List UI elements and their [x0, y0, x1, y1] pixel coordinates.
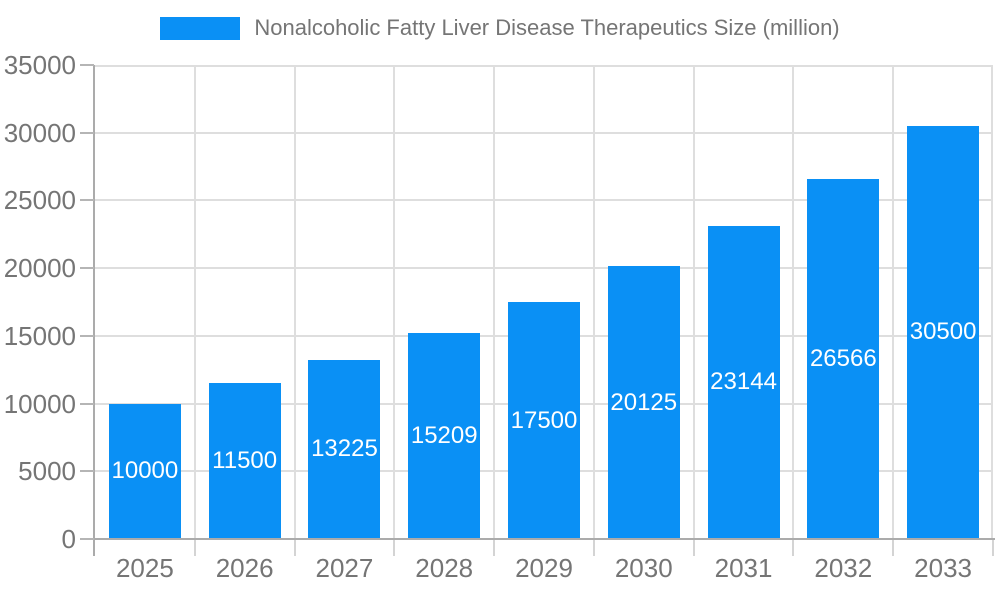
- legend[interactable]: Nonalcoholic Fatty Liver Disease Therape…: [0, 15, 1000, 41]
- bar-value-label: 23144: [710, 368, 777, 396]
- legend-label: Nonalcoholic Fatty Liver Disease Therape…: [254, 15, 840, 40]
- bar-2026[interactable]: 11500: [208, 383, 281, 539]
- x-axis-tick-label: 2031: [714, 553, 773, 583]
- plot-area: 10000 11500 13225 15209 17500 20125 23144 26566…: [95, 65, 993, 539]
- bar-value-label: 20125: [610, 388, 678, 416]
- v-gridline: [892, 65, 895, 539]
- bar-2033[interactable]: 30500: [907, 125, 980, 539]
- x-axis-tick-label: 2032: [814, 553, 873, 583]
- h-gridline: [95, 131, 993, 134]
- x-axis-tick: [692, 540, 695, 556]
- y-axis-tick-label: 30000: [3, 117, 76, 148]
- h-gridline: [95, 199, 993, 202]
- x-axis-tick-label: 2028: [415, 553, 474, 583]
- bar-value-label: 26566: [809, 345, 877, 373]
- x-axis-tick-label: 2027: [315, 553, 374, 583]
- bar-value-label: 30500: [909, 318, 977, 346]
- bar-2032[interactable]: 26566: [807, 179, 880, 539]
- v-gridline: [592, 65, 595, 539]
- y-axis-tick: [80, 470, 94, 473]
- y-axis-tick: [80, 334, 94, 337]
- h-gridline: [95, 65, 993, 67]
- x-axis-tick: [493, 540, 496, 556]
- v-gridline: [193, 65, 196, 539]
- x-axis-tick: [592, 540, 595, 556]
- bar-value-label: 10000: [111, 457, 179, 485]
- x-axis-tick-label: 2033: [914, 553, 973, 583]
- x-axis-tick: [992, 540, 994, 556]
- y-axis-tick-label: 0: [61, 524, 76, 554]
- bar-2028[interactable]: 15209: [408, 333, 481, 539]
- x-axis-tick: [892, 540, 895, 556]
- bar-value-label: 11500: [212, 447, 278, 475]
- bar-2025[interactable]: 10000: [108, 403, 181, 539]
- y-axis-tick-label: 10000: [3, 388, 76, 419]
- v-gridline: [991, 65, 993, 539]
- y-axis-line: [93, 65, 95, 556]
- x-axis-tick-label: 2029: [515, 553, 573, 583]
- y-axis-tick-label: 15000: [3, 320, 76, 351]
- v-gridline: [493, 65, 496, 539]
- x-axis-tick-label: 2025: [115, 553, 174, 583]
- y-axis-tick: [80, 199, 94, 202]
- y-axis-tick: [80, 538, 94, 540]
- x-axis-tick: [193, 540, 196, 556]
- y-axis-tick-label: 20000: [3, 253, 76, 284]
- v-gridline: [293, 65, 296, 539]
- bar-value-label: 17500: [510, 406, 578, 434]
- v-gridline: [792, 65, 795, 539]
- bar-value-label: 15209: [410, 422, 478, 450]
- y-axis-tick: [80, 64, 94, 66]
- x-axis-tick-label: 2030: [614, 553, 673, 583]
- y-axis-tick-label: 5000: [18, 456, 76, 487]
- x-axis-tick: [393, 540, 396, 556]
- y-axis-tick: [80, 267, 94, 270]
- x-axis-tick: [792, 540, 795, 556]
- y-axis-tick-label: 35000: [3, 50, 76, 80]
- bar-2029[interactable]: 17500: [508, 302, 580, 539]
- bar-value-label: 13225: [311, 435, 378, 463]
- y-axis-tick: [80, 402, 94, 405]
- h-gridline: [95, 267, 993, 270]
- legend-swatch[interactable]: [160, 16, 241, 40]
- x-axis-tick: [293, 540, 296, 556]
- v-gridline: [393, 65, 396, 539]
- bar-2027[interactable]: 13225: [308, 359, 381, 539]
- x-axis-line: [93, 538, 995, 540]
- x-axis-tick-label: 2026: [215, 553, 274, 583]
- bar-2030[interactable]: 20125: [607, 266, 680, 539]
- y-axis-tick-label: 25000: [3, 185, 76, 216]
- v-gridline: [692, 65, 695, 539]
- y-axis-tick: [80, 131, 94, 134]
- bar-2031[interactable]: 23144: [707, 225, 780, 539]
